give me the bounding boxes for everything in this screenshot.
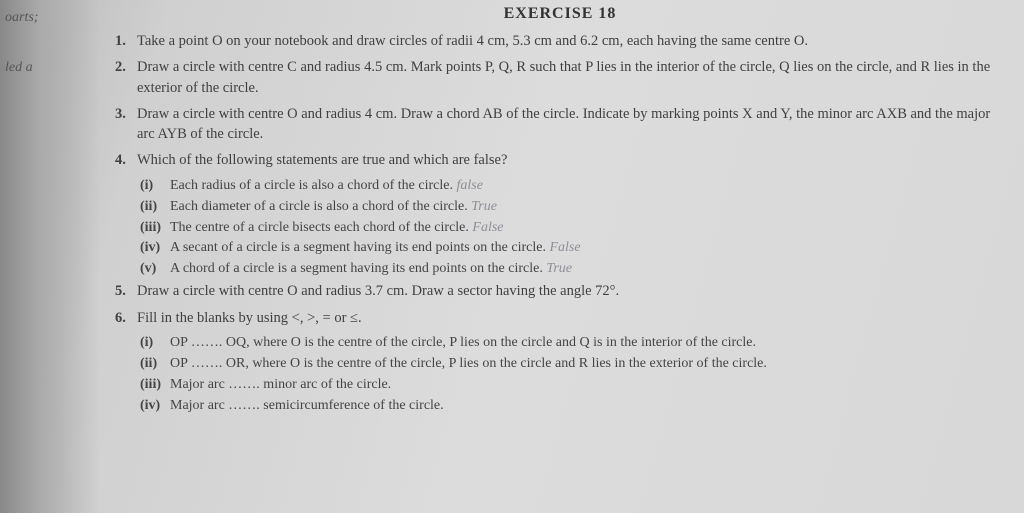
- handwritten-answer: False: [549, 240, 580, 255]
- exercise-title: EXERCISE 18: [115, 5, 1005, 23]
- item-num: 6.: [115, 308, 126, 328]
- sub-num: (iii): [140, 219, 161, 238]
- sub-num: (i): [140, 334, 153, 353]
- sub-item-6-1: (i) OP ……. OQ, where O is the centre of …: [140, 334, 1005, 353]
- item-2: 2. Draw a circle with centre C and radiu…: [115, 57, 1005, 98]
- item-text: Draw a circle with centre O and radius 3…: [137, 283, 619, 299]
- item-text: Draw a circle with centre C and radius 4…: [137, 59, 990, 95]
- sub-num: (ii): [140, 198, 157, 217]
- sub-item-4-5: (v) A chord of a circle is a segment hav…: [140, 260, 1005, 279]
- sub-num: (i): [140, 177, 153, 196]
- sub-text: Each radius of a circle is also a chord …: [170, 178, 453, 193]
- item-text: Draw a circle with centre O and radius 4…: [137, 106, 990, 142]
- item-text: Which of the following statements are tr…: [137, 152, 507, 168]
- sub-item-4-3: (iii) The centre of a circle bisects eac…: [140, 219, 1005, 238]
- item-text: Take a point O on your notebook and draw…: [137, 33, 808, 49]
- sub-text: Major arc ……. minor arc of the circle.: [170, 377, 391, 392]
- sub-text: OP ……. OR, where O is the centre of the …: [170, 356, 767, 371]
- sub-item-6-2: (ii) OP ……. OR, where O is the centre of…: [140, 355, 1005, 374]
- handwritten-answer: True: [546, 261, 572, 276]
- sub-text: Major arc ……. semicircumference of the c…: [170, 398, 444, 413]
- sub-item-6-4: (iv) Major arc ……. semicircumference of …: [140, 397, 1005, 416]
- item-num: 2.: [115, 57, 126, 77]
- item-num: 1.: [115, 31, 126, 51]
- item-num: 4.: [115, 150, 126, 170]
- item-num: 3.: [115, 104, 126, 124]
- handwritten-answer: false: [456, 178, 482, 193]
- page-curve-shadow: [0, 0, 100, 513]
- item-3: 3. Draw a circle with centre O and radiu…: [115, 104, 1005, 145]
- sub-num: (iv): [140, 239, 160, 258]
- item-5: 5. Draw a circle with centre O and radiu…: [115, 281, 1005, 301]
- sub-text: Each diameter of a circle is also a chor…: [170, 199, 468, 214]
- item-1: 1. Take a point O on your notebook and d…: [115, 31, 1005, 51]
- item-6: 6. Fill in the blanks by using <, >, = o…: [115, 308, 1005, 328]
- edge-text-2: led a: [5, 60, 33, 76]
- sub-num: (ii): [140, 355, 157, 374]
- sub-num: (iii): [140, 376, 161, 395]
- sub-num: (iv): [140, 397, 160, 416]
- handwritten-answer: True: [471, 199, 497, 214]
- handwritten-answer: False: [472, 220, 503, 235]
- item-text: Fill in the blanks by using <, >, = or ≤…: [137, 310, 362, 326]
- sub-text: A chord of a circle is a segment having …: [170, 261, 543, 276]
- sub-item-4-2: (ii) Each diameter of a circle is also a…: [140, 198, 1005, 217]
- sub-item-4-1: (i) Each radius of a circle is also a ch…: [140, 177, 1005, 196]
- item-num: 5.: [115, 281, 126, 301]
- item-4: 4. Which of the following statements are…: [115, 150, 1005, 170]
- sub-num: (v): [140, 260, 156, 279]
- sub-item-4-4: (iv) A secant of a circle is a segment h…: [140, 239, 1005, 258]
- sub-item-6-3: (iii) Major arc ……. minor arc of the cir…: [140, 376, 1005, 395]
- edge-text-1: oarts;: [5, 10, 38, 26]
- sub-text: A secant of a circle is a segment having…: [170, 240, 546, 255]
- page-content: EXERCISE 18 1. Take a point O on your no…: [115, 5, 1005, 417]
- sub-text: OP ……. OQ, where O is the centre of the …: [170, 335, 756, 350]
- sub-text: The centre of a circle bisects each chor…: [170, 220, 469, 235]
